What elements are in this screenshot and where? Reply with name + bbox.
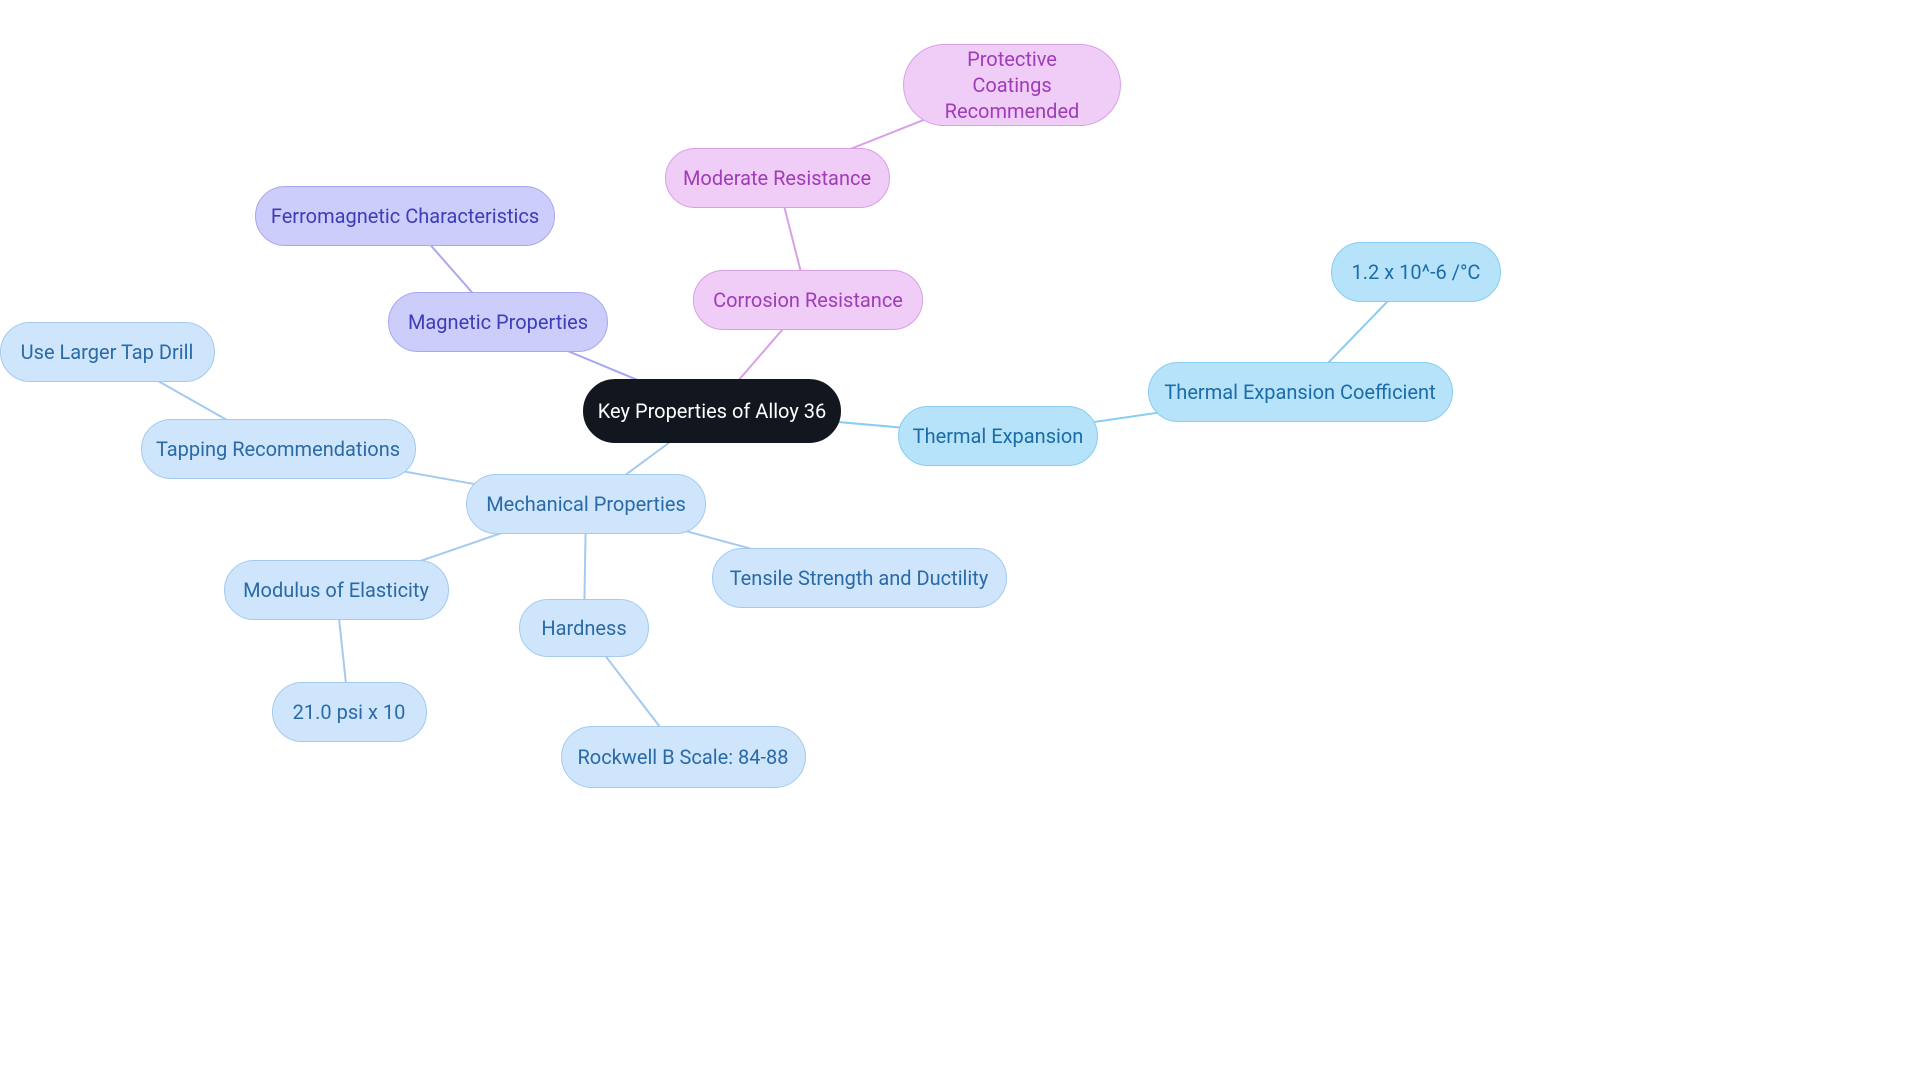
node-coatings: Protective Coatings Recommended xyxy=(903,44,1121,126)
node-drill: Use Larger Tap Drill xyxy=(0,322,215,382)
node-root: Key Properties of Alloy 36 xyxy=(583,379,841,443)
node-tapping: Tapping Recommendations xyxy=(141,419,416,479)
node-corrosion: Corrosion Resistance xyxy=(693,270,923,330)
node-mech: Mechanical Properties xyxy=(466,474,706,534)
node-tec: Thermal Expansion Coefficient xyxy=(1148,362,1453,422)
node-hardness: Hardness xyxy=(519,599,649,657)
node-modulus: Modulus of Elasticity xyxy=(224,560,449,620)
node-thermal: Thermal Expansion xyxy=(898,406,1098,466)
node-modulus_val: 21.0 psi x 10 xyxy=(272,682,427,742)
node-tensile: Tensile Strength and Ductility xyxy=(712,548,1007,608)
node-tec_val: 1.2 x 10^-6 /°C xyxy=(1331,242,1501,302)
node-ferro: Ferromagnetic Characteristics xyxy=(255,186,555,246)
node-moderate: Moderate Resistance xyxy=(665,148,890,208)
node-magnetic: Magnetic Properties xyxy=(388,292,608,352)
node-rockwell: Rockwell B Scale: 84-88 xyxy=(561,726,806,788)
diagram-edges xyxy=(0,0,1920,1083)
